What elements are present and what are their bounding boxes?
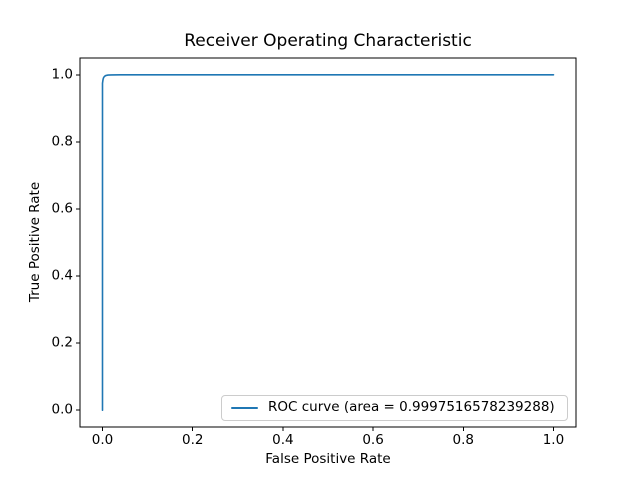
x-tick-label: 0.6 <box>362 432 384 448</box>
axis-tick-marks <box>76 74 554 431</box>
y-tick-label: 0.2 <box>51 334 73 351</box>
chart-title: Receiver Operating Characteristic <box>184 31 472 51</box>
y-tick-label: 0.8 <box>51 133 73 150</box>
legend: ROC curve (area = 0.9997516578239288) <box>221 395 568 421</box>
x-tick-label: 0.0 <box>91 432 114 448</box>
y-tick-label: 1.0 <box>51 66 73 83</box>
legend-line-sample <box>231 407 258 409</box>
x-axis-label: False Positive Rate <box>265 451 391 467</box>
x-tick-label: 0.8 <box>452 432 475 448</box>
x-tick-label: 1.0 <box>542 432 565 448</box>
y-tick-label: 0.6 <box>51 200 73 217</box>
y-axis-label: True Positive Rate <box>26 181 43 303</box>
x-tick-label: 0.4 <box>272 432 294 448</box>
axes-box <box>79 57 577 428</box>
legend-label: ROC curve (area = 0.9997516578239288) <box>268 399 555 416</box>
x-tick-label: 0.2 <box>181 432 204 448</box>
y-tick-label: 0.4 <box>51 267 73 284</box>
y-tick-label: 0.0 <box>51 401 73 418</box>
roc-curve-line <box>101 74 555 411</box>
